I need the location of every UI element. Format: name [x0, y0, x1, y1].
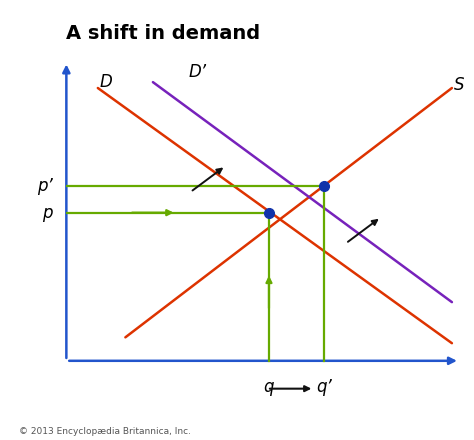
Text: A shift in demand: A shift in demand — [66, 23, 261, 43]
Text: D’: D’ — [188, 62, 206, 81]
Text: p’: p’ — [37, 177, 53, 195]
Text: D: D — [100, 73, 112, 91]
Text: p: p — [42, 204, 53, 222]
Text: © 2013 Encyclopædia Britannica, Inc.: © 2013 Encyclopædia Britannica, Inc. — [19, 427, 191, 436]
Text: q’: q’ — [316, 378, 332, 396]
Text: S: S — [454, 76, 465, 94]
Text: q: q — [264, 378, 274, 396]
